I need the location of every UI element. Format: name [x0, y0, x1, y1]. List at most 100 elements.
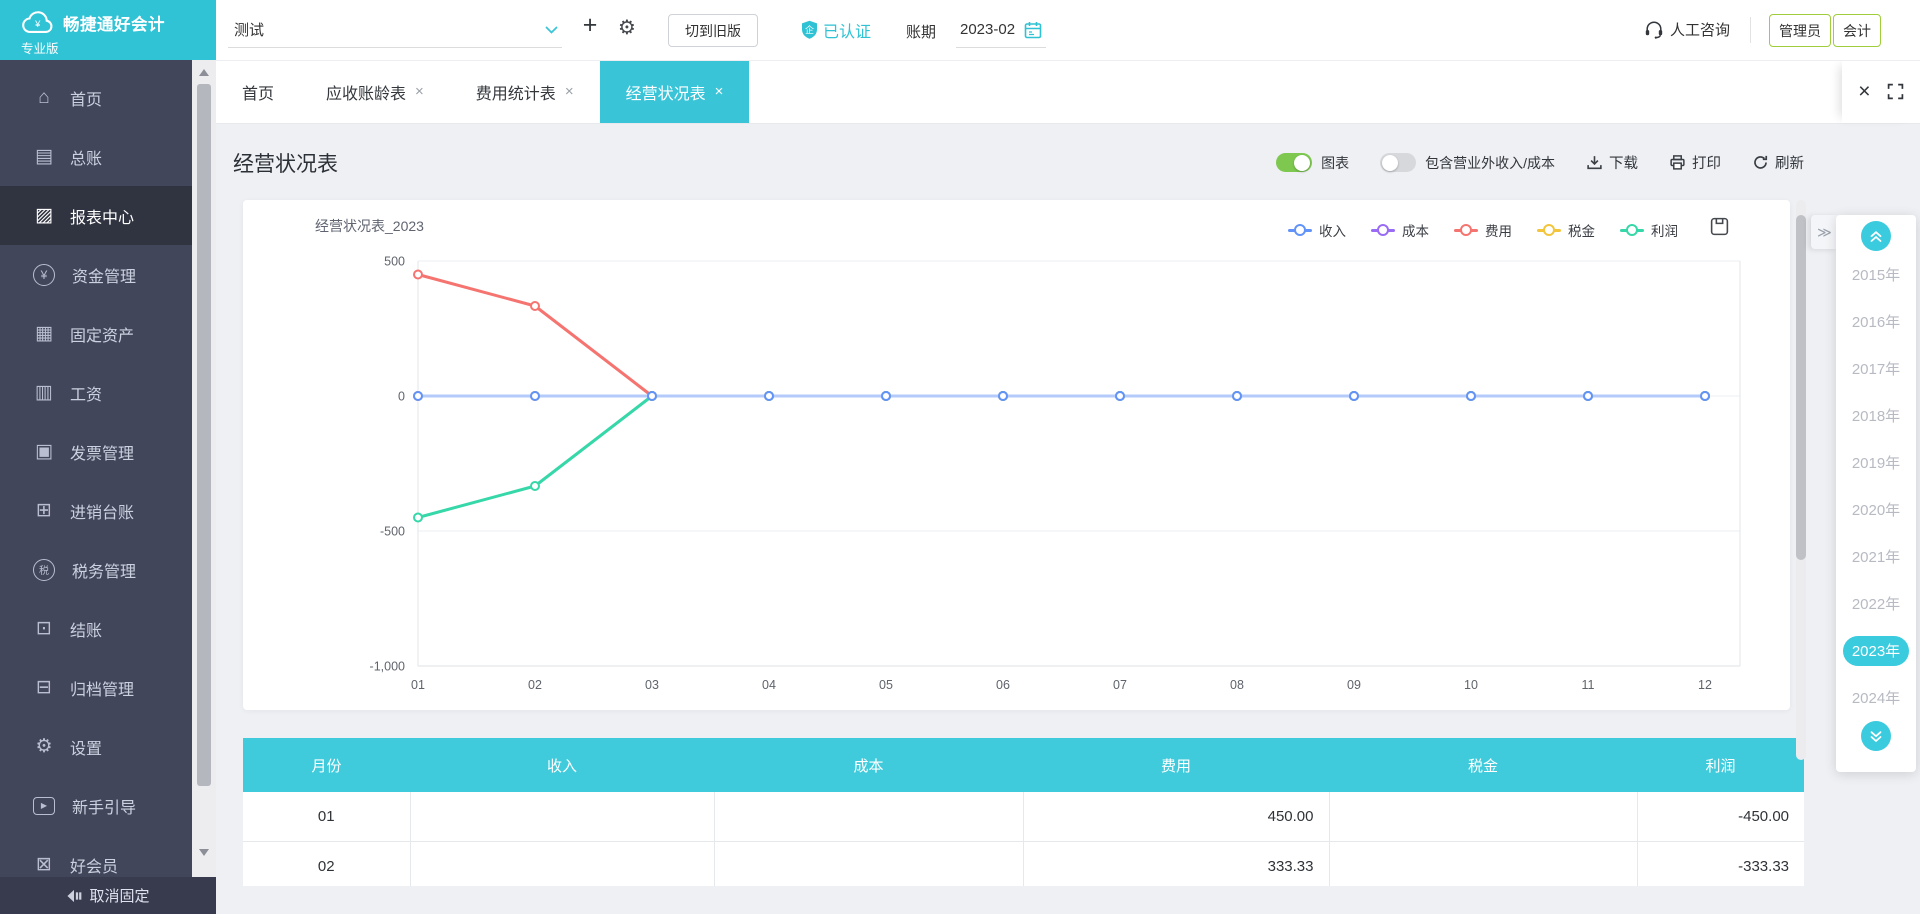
certified-label: 已认证	[823, 24, 872, 41]
sidebar-item-archive[interactable]: ⊟ 归档管理	[0, 658, 192, 717]
tab-label: 应收账龄表	[326, 85, 407, 103]
legend-item[interactable]: 收入	[1288, 220, 1346, 240]
sidebar-item-label: 好会员	[70, 858, 119, 876]
sidebar-item-funds[interactable]: ¥ 资金管理	[0, 245, 192, 304]
sidebar-scrollbar[interactable]	[192, 60, 216, 877]
close-icon[interactable]: ×	[415, 83, 424, 100]
chart-title: 经营状况表_2023	[315, 218, 424, 234]
sidebar-item-settings[interactable]: ⚙ 设置	[0, 717, 192, 776]
tab-expense-stats[interactable]: 费用统计表 ×	[450, 60, 600, 123]
sidebar-item-label: 税务管理	[72, 563, 137, 581]
svg-text:11: 11	[1582, 678, 1595, 692]
scroll-down-arrow-icon[interactable]	[199, 849, 209, 856]
add-account-button[interactable]: +	[582, 11, 598, 39]
refresh-button[interactable]: 刷新	[1752, 152, 1804, 173]
certified-badge[interactable]: 企 已认证	[800, 18, 871, 42]
close-icon[interactable]: ×	[564, 83, 574, 100]
sidebar-item-inventory[interactable]: ⊞ 进销台账	[0, 481, 192, 540]
salary-icon: ▥	[35, 382, 53, 403]
tab-label: 经营状况表	[625, 85, 706, 103]
close-icon[interactable]: ×	[714, 83, 724, 100]
sidebar-item-label: 报表中心	[70, 209, 135, 227]
year-item-2017[interactable]: 2017年	[1836, 345, 1916, 392]
tab-home[interactable]: 首页	[216, 60, 300, 123]
table-row: 01 450.00 -450.00	[243, 792, 1804, 842]
unpin-sidebar-button[interactable]: 取消固定	[0, 877, 216, 914]
brand-edition: 专业版	[21, 42, 59, 56]
sidebar-item-fixed-assets[interactable]: ▦ 固定资产	[0, 304, 192, 363]
table-cell	[714, 792, 1024, 842]
period-value[interactable]: 2023-02	[960, 21, 1016, 38]
content-scrollbar-thumb[interactable]	[1796, 215, 1806, 560]
year-item-2018[interactable]: 2018年	[1836, 392, 1916, 439]
sidebar-item-tax[interactable]: 税税务管理	[0, 540, 192, 599]
sidebar-scrollbar-thumb[interactable]	[197, 84, 211, 786]
year-panel: 2015年 2016年 2017年 2018年 2019年 2020年 2021年 2022年…	[1836, 215, 1916, 772]
switch-old-version-button[interactable]: 切到旧版	[668, 14, 758, 47]
money-bag-icon: ¥	[33, 263, 55, 286]
legend-label: 成本	[1402, 224, 1429, 239]
toggle-knob	[1294, 154, 1311, 171]
legend-marker-dot	[1626, 224, 1638, 236]
calendar-icon[interactable]	[1024, 21, 1042, 39]
year-item-2021[interactable]: 2021年	[1836, 533, 1916, 580]
year-label: 2020年	[1851, 502, 1901, 519]
support-button[interactable]: 人工咨询	[1644, 19, 1730, 40]
print-button[interactable]: 打印	[1669, 152, 1721, 173]
double-chevron-down-icon	[1869, 730, 1883, 743]
year-panel-collapse-tab[interactable]: ≫	[1811, 215, 1838, 249]
legend-marker	[1537, 224, 1561, 236]
year-item-2020[interactable]: 2020年	[1836, 486, 1916, 533]
view-controls: 图表 包含营业外收入/成本 下载 打印 刷新	[1276, 152, 1804, 173]
period-label: 账期	[906, 24, 937, 41]
year-item-2015[interactable]: 2015年	[1836, 251, 1916, 298]
legend-item[interactable]: 成本	[1371, 220, 1429, 240]
print-icon	[1669, 154, 1686, 171]
svg-text:¥: ¥	[34, 19, 41, 30]
sidebar-item-report-center[interactable]: ▨ 报表中心	[0, 186, 192, 245]
tab-operating-status[interactable]: 经营状况表 ×	[599, 60, 750, 123]
sidebar-item-home[interactable]: ⌂ 首页	[0, 68, 192, 127]
action-label: 打印	[1692, 156, 1721, 172]
chart-toggle[interactable]	[1276, 153, 1313, 172]
svg-text:10: 10	[1464, 678, 1478, 692]
year-item-2024[interactable]: 2024年	[1836, 674, 1916, 721]
content-scrollbar[interactable]	[1796, 200, 1806, 760]
year-label: 2021年	[1851, 549, 1901, 566]
svg-text:-500: -500	[380, 525, 405, 539]
sidebar-item-member[interactable]: ⊠ 好会员	[0, 835, 192, 885]
year-item-2022[interactable]: 2022年	[1836, 580, 1916, 627]
sidebar-item-invoice[interactable]: ▣ 发票管理	[0, 422, 192, 481]
account-select[interactable]: 测试	[228, 12, 562, 48]
topbar: 测试 + ⚙ 切到旧版 企 已认证 账期 2023-02 人工咨询 管理员 会计	[216, 0, 1920, 61]
include-nonoperating-toggle[interactable]	[1380, 153, 1417, 172]
sidebar-item-salary[interactable]: ▥ 工资	[0, 363, 192, 422]
year-scroll-up-button[interactable]	[1861, 221, 1891, 251]
role-badge-accountant[interactable]: 会计	[1833, 14, 1881, 47]
brand-name: 畅捷通好会计	[63, 15, 165, 34]
gear-icon[interactable]: ⚙	[618, 17, 636, 39]
sidebar-item-closing[interactable]: ⊡ 结账	[0, 599, 192, 658]
legend-item[interactable]: 费用	[1454, 220, 1512, 240]
fullscreen-icon[interactable]	[1887, 83, 1904, 100]
sidebar-menu: ⌂ 首页 ▤ 总账 ▨ 报表中心 ¥ 资金管理 ▦ 固定资产 ▥ 工资 ▣ 发票管理 ⊞ 进销台账税税务管理 ⊡…	[0, 68, 192, 885]
year-item-2019[interactable]: 2019年	[1836, 439, 1916, 486]
role-badge-admin[interactable]: 管理员	[1769, 14, 1831, 47]
table-cell: -333.33	[1637, 841, 1804, 886]
legend-item[interactable]: 税金	[1537, 220, 1595, 240]
year-scroll-down-button[interactable]	[1861, 721, 1891, 751]
close-icon[interactable]: ×	[1858, 80, 1871, 103]
sidebar-item-guide[interactable]: ▶ 新手引导	[0, 776, 192, 835]
save-image-icon[interactable]	[1709, 216, 1730, 237]
scroll-up-arrow-icon[interactable]	[199, 69, 209, 76]
tax-icon: 税	[33, 558, 55, 581]
sidebar-item-general-ledger[interactable]: ▤ 总账	[0, 127, 192, 186]
legend-item[interactable]: 利润	[1620, 220, 1678, 240]
table-cell	[410, 792, 715, 842]
download-button[interactable]: 下载	[1586, 152, 1638, 173]
period-picker[interactable]: 2023-02	[956, 12, 1047, 48]
year-item-2016[interactable]: 2016年	[1836, 298, 1916, 345]
svg-text:04: 04	[762, 678, 776, 692]
year-item-2023[interactable]: 2023年	[1836, 627, 1916, 674]
tab-receivable-aging[interactable]: 应收账龄表 ×	[300, 60, 450, 123]
